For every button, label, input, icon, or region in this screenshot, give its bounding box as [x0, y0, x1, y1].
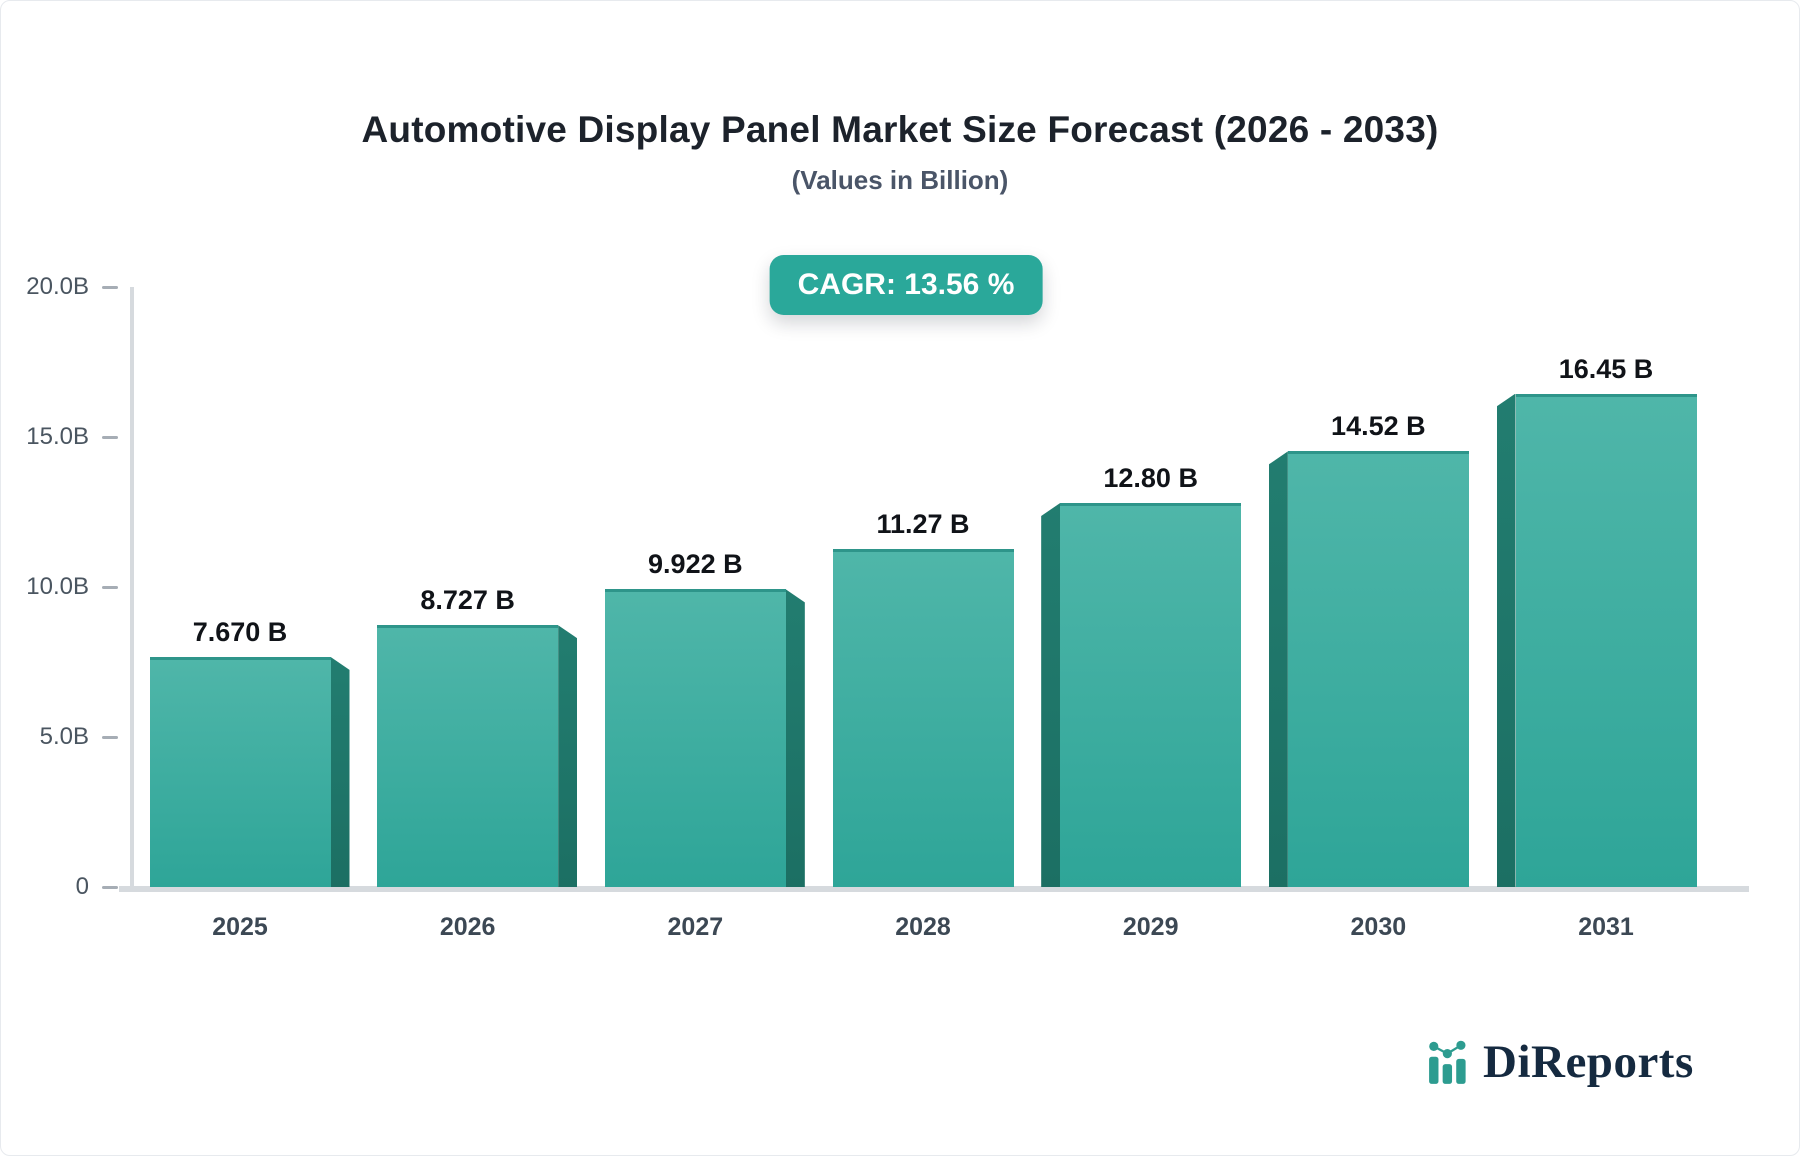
x-axis-label: 2025 [212, 913, 268, 941]
x-axis-baseline [119, 886, 1749, 892]
y-tick-label: 10.0B [26, 573, 89, 600]
y-tick-mark [102, 585, 118, 589]
bar-2030-side [1268, 451, 1288, 887]
brand-logo-text: DiReports [1483, 1036, 1694, 1088]
y-tick-label: 5.0B [39, 723, 89, 750]
bar-2026-side [558, 625, 578, 887]
bar-2030 [1287, 451, 1469, 887]
x-axis-label: 2030 [1350, 913, 1407, 941]
chart-title: Automotive Display Panel Market Size For… [361, 109, 1439, 150]
chart-subtitle: (Values in Billion) [791, 165, 1009, 195]
y-tick-mark [102, 285, 118, 289]
x-axis-label: 2027 [667, 913, 724, 941]
y-tick-label: 20.0B [26, 273, 89, 300]
bar-2028 [832, 548, 1014, 887]
bar-2027-side [785, 589, 805, 887]
bar-2031-side [1496, 393, 1516, 887]
bar-2027 [604, 589, 786, 887]
x-axis-label: 2026 [439, 913, 496, 941]
bar-2029 [1060, 503, 1242, 887]
bar-value-label: 11.27 B [876, 508, 970, 539]
bar-2025 [149, 656, 331, 887]
bar-value-label: 12.80 B [1103, 463, 1198, 493]
cagr-badge-label: CAGR: 13.56 % [797, 268, 1015, 301]
y-tick-label: 0 [75, 873, 89, 900]
y-axis-line [130, 287, 134, 889]
bar-value-label: 8.727 B [420, 585, 515, 616]
bar-value-label: 16.45 B [1558, 353, 1654, 384]
x-axis-label: 2029 [1122, 913, 1179, 941]
bar-2031 [1515, 393, 1697, 887]
bar-value-label: 7.670 B [192, 616, 288, 647]
x-axis-label: 2031 [1578, 913, 1634, 941]
bar-2029-side [1041, 503, 1061, 887]
brand-logo: DiReports [1427, 1031, 1694, 1093]
bar-value-label: 9.922 B [648, 549, 743, 580]
cagr-badge: CAGR: 13.56 % [769, 255, 1043, 315]
brand-logo-icon [1429, 1040, 1466, 1084]
bar-value-label: 14.52 B [1331, 411, 1426, 442]
y-tick-mark [102, 435, 118, 439]
y-tick-mark [102, 735, 118, 739]
x-axis-label: 2028 [895, 913, 951, 941]
bar-2025-side [330, 656, 350, 887]
bar-2026 [377, 625, 559, 887]
y-tick-mark [102, 885, 118, 889]
y-tick-label: 15.0B [26, 423, 89, 450]
